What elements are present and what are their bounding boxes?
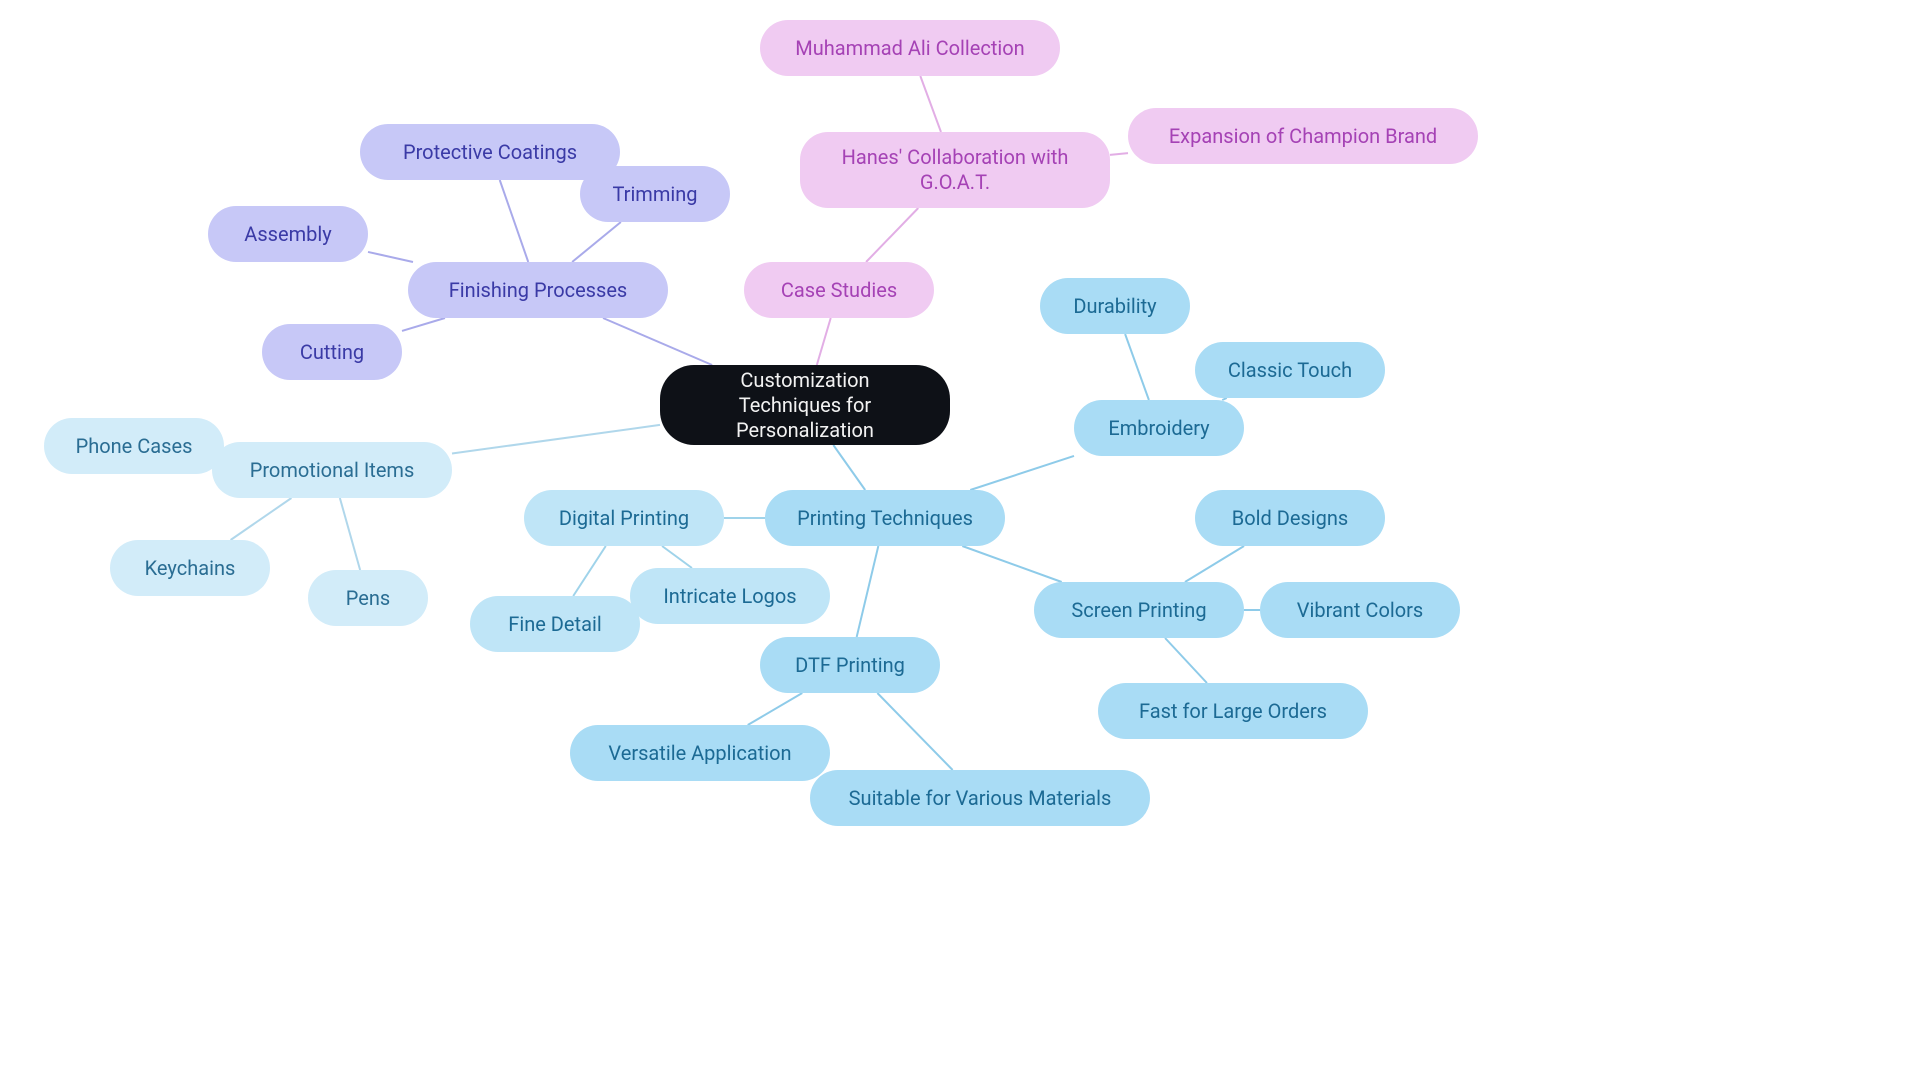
edge-root-finish: [603, 318, 712, 365]
node-label: Durability: [1073, 294, 1156, 319]
node-screen: Screen Printing: [1034, 582, 1244, 638]
edge-printing-embroidery: [970, 456, 1074, 490]
node-label: Expansion of Champion Brand: [1169, 124, 1437, 149]
edge-promo-pens: [340, 498, 360, 570]
node-digital: Digital Printing: [524, 490, 724, 546]
edge-printing-screen: [962, 546, 1061, 582]
node-assembly: Assembly: [208, 206, 368, 262]
node-label: Cutting: [300, 340, 364, 365]
node-label: Fast for Large Orders: [1139, 699, 1327, 724]
node-hanes: Hanes' Collaboration with G.O.A.T.: [800, 132, 1110, 208]
node-label: Finishing Processes: [449, 278, 628, 303]
edge-screen-fast: [1165, 638, 1207, 683]
node-label: Screen Printing: [1071, 598, 1206, 623]
node-label: Suitable for Various Materials: [849, 786, 1112, 811]
node-label: Protective Coatings: [403, 140, 577, 165]
edge-printing-dtf: [857, 546, 879, 637]
edge-root-promo: [452, 425, 660, 454]
edge-root-cases: [817, 318, 831, 365]
node-vibrant: Vibrant Colors: [1260, 582, 1460, 638]
node-label: DTF Printing: [795, 653, 905, 678]
node-label: Trimming: [612, 182, 697, 207]
node-materials: Suitable for Various Materials: [810, 770, 1150, 826]
node-label: Fine Detail: [508, 612, 601, 637]
node-ali: Muhammad Ali Collection: [760, 20, 1060, 76]
node-classic: Classic Touch: [1195, 342, 1385, 398]
edge-embroidery-durability: [1125, 334, 1149, 400]
edge-dtf-versatile: [748, 693, 803, 725]
node-coatings: Protective Coatings: [360, 124, 620, 180]
node-intricate: Intricate Logos: [630, 568, 830, 624]
node-label: Keychains: [145, 556, 236, 581]
node-versatile: Versatile Application: [570, 725, 830, 781]
node-label: Vibrant Colors: [1297, 598, 1423, 623]
node-label: Intricate Logos: [663, 584, 796, 609]
edge-cases-hanes: [866, 208, 918, 262]
node-cases: Case Studies: [744, 262, 934, 318]
node-printing: Printing Techniques: [765, 490, 1005, 546]
node-cutting: Cutting: [262, 324, 402, 380]
node-fast: Fast for Large Orders: [1098, 683, 1368, 739]
node-durability: Durability: [1040, 278, 1190, 334]
node-phone: Phone Cases: [44, 418, 224, 474]
node-label: Customization Techniques for Personaliza…: [690, 368, 920, 443]
node-label: Digital Printing: [559, 506, 689, 531]
edge-finish-coatings: [500, 180, 529, 262]
node-label: Assembly: [244, 222, 331, 247]
edge-digital-intricate: [662, 546, 692, 568]
edge-hanes-champion: [1110, 153, 1128, 155]
node-pens: Pens: [308, 570, 428, 626]
node-label: Versatile Application: [608, 741, 791, 766]
edge-root-printing: [833, 445, 865, 490]
node-label: Muhammad Ali Collection: [795, 36, 1024, 61]
edge-digital-finedetail: [573, 546, 606, 596]
edge-embroidery-classic: [1222, 398, 1227, 400]
edge-finish-cutting: [402, 318, 445, 331]
node-keychains: Keychains: [110, 540, 270, 596]
node-finedetail: Fine Detail: [470, 596, 640, 652]
node-label: Bold Designs: [1232, 506, 1348, 531]
edge-dtf-materials: [877, 693, 952, 770]
node-label: Phone Cases: [76, 434, 193, 459]
node-embroidery: Embroidery: [1074, 400, 1244, 456]
node-label: Pens: [346, 586, 390, 611]
node-root: Customization Techniques for Personaliza…: [660, 365, 950, 445]
edge-finish-trimming: [572, 222, 621, 262]
node-label: Hanes' Collaboration with G.O.A.T.: [842, 145, 1069, 195]
node-label: Promotional Items: [250, 458, 415, 483]
node-bold: Bold Designs: [1195, 490, 1385, 546]
edge-screen-bold: [1185, 546, 1244, 582]
node-label: Printing Techniques: [797, 506, 973, 531]
node-label: Classic Touch: [1228, 358, 1352, 383]
node-dtf: DTF Printing: [760, 637, 940, 693]
node-champion: Expansion of Champion Brand: [1128, 108, 1478, 164]
edge-promo-keychains: [231, 498, 292, 540]
node-label: Embroidery: [1108, 416, 1209, 441]
node-promo: Promotional Items: [212, 442, 452, 498]
node-finish: Finishing Processes: [408, 262, 668, 318]
edge-finish-assembly: [368, 252, 413, 262]
node-label: Case Studies: [781, 278, 897, 303]
edge-hanes-ali: [920, 76, 941, 132]
